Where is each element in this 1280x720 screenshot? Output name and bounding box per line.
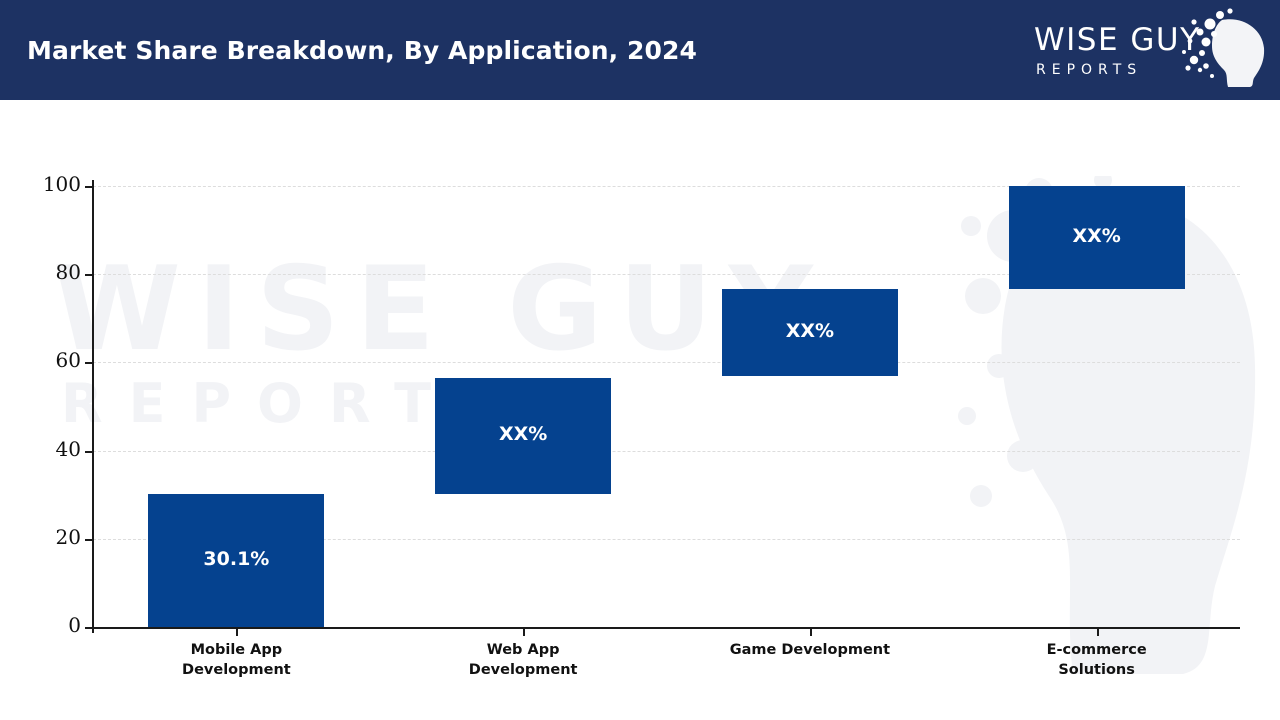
bar[interactable]: 30.1% — [148, 494, 325, 627]
x-axis-tick-label-line: Web App — [486, 642, 560, 658]
y-axis-tick — [85, 538, 93, 541]
x-axis-tick-label: Mobile App Development — [86, 640, 386, 680]
y-axis-tick — [85, 362, 93, 365]
y-axis-tick — [85, 450, 93, 453]
logo-svg: WISE GUY REPORTS — [1034, 8, 1265, 87]
gridline — [93, 538, 1240, 540]
x-axis-line — [92, 627, 1240, 629]
y-axis-tick-label: 20 — [55, 524, 81, 549]
logo-wordmark-secondary: REPORTS — [1036, 62, 1142, 78]
y-axis-tick-label: 0 — [68, 613, 81, 637]
x-axis-tick — [809, 627, 812, 636]
x-axis-tick-label-line: Development — [182, 662, 291, 678]
bar-value-label: XX% — [785, 319, 835, 342]
watermark-line-1: WISE GUY — [53, 242, 829, 377]
y-axis-tick — [85, 186, 93, 188]
bar[interactable]: XX% — [435, 377, 612, 495]
x-axis-tick-label: E-commerce Solutions — [947, 640, 1247, 680]
bar-value-label: 30.1% — [203, 547, 270, 570]
y-axis-tick-label: 40 — [55, 436, 81, 461]
x-axis-tick — [523, 627, 526, 636]
y-axis-tick — [85, 274, 93, 277]
x-axis-tick-label-line: E-commerce — [1046, 642, 1147, 658]
plot-area: WISE GUY REPORTS 30.1% XX% XX% XX% — [53, 176, 1256, 675]
x-axis-tick — [236, 627, 239, 636]
y-axis-tick-label: 60 — [55, 348, 81, 373]
x-axis-tick-label: Game Development — [660, 640, 960, 660]
gridline — [93, 274, 1240, 276]
x-axis-tick-label-line: Development — [468, 662, 578, 678]
logo-head-profile-icon — [1182, 8, 1265, 87]
x-axis-tick-label: Web App Development — [373, 640, 673, 680]
page-header: Market Share Breakdown, By Application, … — [0, 0, 1280, 100]
x-axis-tick-label-line: Solutions — [1058, 662, 1135, 678]
y-axis-tick-label: 80 — [55, 260, 81, 285]
x-axis-tick-label-line: Mobile App — [190, 642, 283, 658]
y-axis-line — [92, 180, 94, 633]
bar[interactable]: XX% — [1008, 186, 1185, 290]
gridline — [93, 362, 1240, 364]
page-title: Market Share Breakdown, By Application, … — [27, 36, 698, 65]
bar-value-label: XX% — [498, 423, 548, 446]
logo-wordmark-primary: WISE GUY — [1034, 22, 1201, 58]
x-axis-tick — [1096, 627, 1099, 636]
wise-guy-reports-logo: WISE GUY REPORTS — [1014, 8, 1272, 92]
chart-canvas: WISE GUY REPORTS 30.1% XX% XX% XX% 0 20 40 60 8… — [0, 100, 1280, 720]
x-axis-tick-label-line: Game Development — [729, 642, 891, 658]
bar[interactable]: XX% — [721, 289, 898, 377]
y-axis-tick-label: 100 — [42, 172, 81, 196]
gridline — [93, 450, 1240, 452]
gridline — [93, 186, 1240, 187]
y-axis-tick — [85, 627, 93, 629]
bar-value-label: XX% — [1072, 224, 1121, 247]
